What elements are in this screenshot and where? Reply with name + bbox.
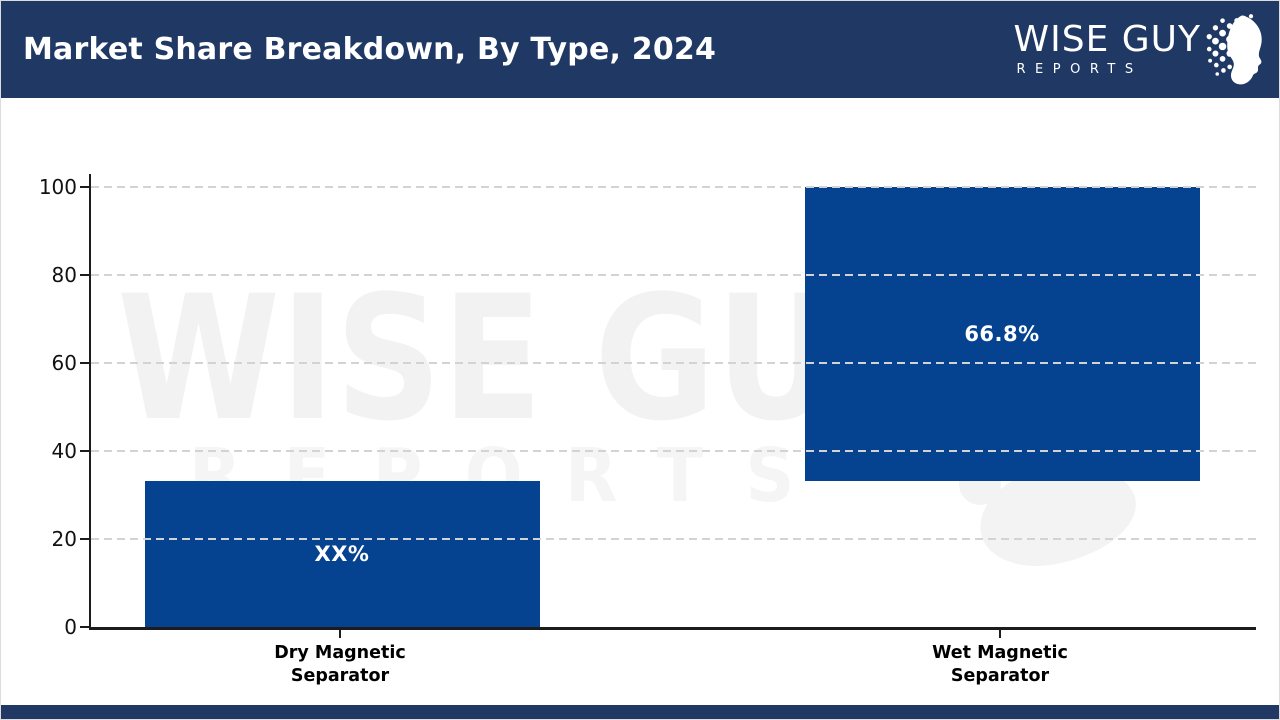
bar-dry-magnetic-separator: XX% <box>144 480 540 627</box>
y-tick-label: 60 <box>51 351 77 375</box>
logo-subtext: REPORTS <box>1016 62 1143 77</box>
y-tick-mark <box>80 450 89 452</box>
x-category-line: Dry Magnetic <box>274 643 406 663</box>
x-category-label: Dry Magnetic Separator <box>170 642 510 688</box>
x-category-line: Separator <box>290 666 390 687</box>
gridline-80 <box>91 274 1256 276</box>
gridline-60 <box>91 362 1256 364</box>
wiseguy-face-icon <box>1206 13 1262 84</box>
bar-value-label: 66.8% <box>964 321 1040 346</box>
y-tick-label: 0 <box>64 615 77 639</box>
x-tick-mark <box>999 630 1001 638</box>
x-category-line: Wet Magnetic <box>932 643 1068 663</box>
y-tick-label: 100 <box>38 175 77 199</box>
y-tick-mark <box>80 186 89 188</box>
gridline-100 <box>91 186 1256 188</box>
y-tick-mark <box>80 274 89 276</box>
chart-title: Market Share Breakdown, By Type, 2024 <box>23 32 717 67</box>
wiseguy-logo: WISE GUY REPORTS <box>1014 10 1268 90</box>
wiseguy-logo-text: WISE GUY REPORTS <box>1013 19 1202 78</box>
y-tick-label: 80 <box>51 263 77 287</box>
x-category-label: Wet Magnetic Separator <box>830 642 1170 688</box>
gridline-40 <box>91 450 1256 452</box>
y-tick-label: 40 <box>51 439 77 463</box>
x-tick-mark <box>339 630 341 638</box>
y-tick-mark <box>80 362 89 364</box>
gridline-20 <box>91 538 1256 540</box>
y-tick-mark <box>80 538 89 540</box>
y-tick-mark <box>80 626 89 628</box>
plot-area: XX% 66.8% <box>89 174 1256 630</box>
y-tick-label: 20 <box>51 527 77 551</box>
x-category-line: Separator <box>950 666 1050 687</box>
logo-wordmark: WISE GUY <box>1013 19 1201 60</box>
bar-wet-magnetic-separator: 66.8% <box>804 187 1200 481</box>
bar-value-label: XX% <box>314 541 370 566</box>
header-bar: Market Share Breakdown, By Type, 2024 WI… <box>1 1 1279 98</box>
footer-bar <box>1 705 1279 719</box>
